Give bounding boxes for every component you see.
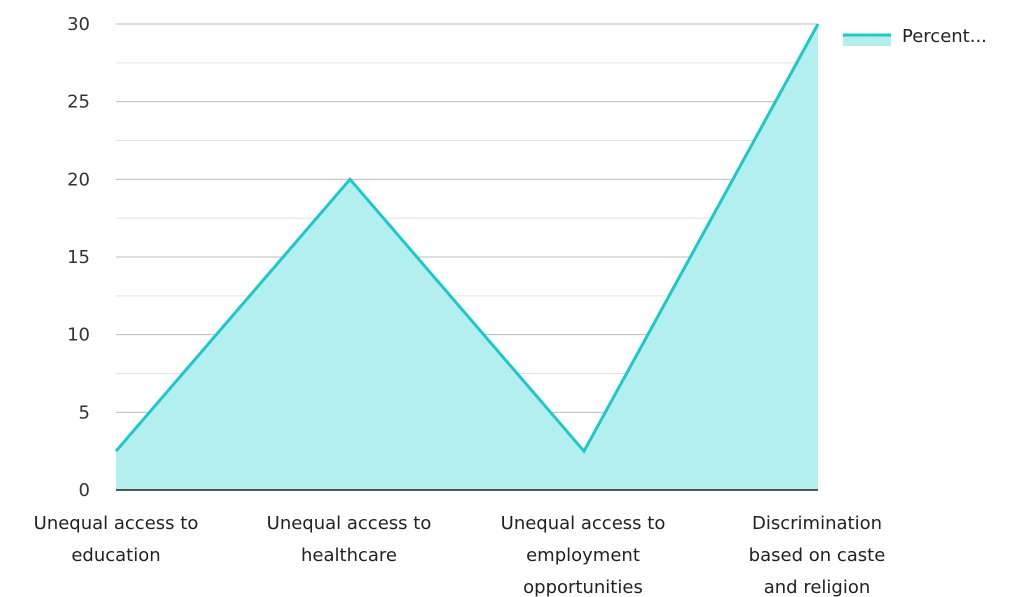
series-area bbox=[116, 24, 818, 490]
x-tick-label-line: Unequal access to bbox=[34, 513, 199, 534]
x-tick-label: Unequal access to education bbox=[34, 513, 199, 566]
x-tick-label-line: based on caste bbox=[749, 545, 886, 566]
x-tick-label-line: healthcare bbox=[301, 545, 397, 566]
legend: Percent... bbox=[843, 26, 987, 47]
y-tick-label: 25 bbox=[67, 92, 90, 113]
series-line bbox=[114, 23, 820, 454]
x-tick-label: Discrimination based on caste and religion bbox=[749, 513, 886, 597]
x-tick-label-line: Unequal access to bbox=[501, 513, 666, 534]
y-axis-ticks: 0 5 10 15 20 25 30 bbox=[67, 14, 90, 501]
series-area-fill bbox=[116, 24, 818, 490]
x-tick-label: Unequal access to healthcare bbox=[267, 513, 432, 566]
x-tick-label-line: opportunities bbox=[523, 577, 643, 597]
y-tick-label: 20 bbox=[67, 169, 90, 190]
x-tick-label-line: education bbox=[71, 545, 160, 566]
y-tick-label: 5 bbox=[79, 402, 90, 423]
x-tick-label: Unequal access to employment opportunities bbox=[501, 513, 666, 597]
x-tick-label-line: and religion bbox=[764, 577, 871, 597]
x-tick-label-line: employment bbox=[526, 545, 640, 566]
y-tick-label: 30 bbox=[67, 14, 90, 35]
x-tick-label-line: Discrimination bbox=[752, 513, 882, 534]
legend-swatch-fill bbox=[843, 34, 891, 46]
legend-label: Percent... bbox=[902, 26, 987, 47]
y-tick-label: 15 bbox=[67, 247, 90, 268]
x-tick-label-line: Unequal access to bbox=[267, 513, 432, 534]
y-tick-label: 10 bbox=[67, 325, 90, 346]
series-line-path bbox=[114, 23, 820, 454]
y-tick-label: 0 bbox=[79, 480, 90, 501]
